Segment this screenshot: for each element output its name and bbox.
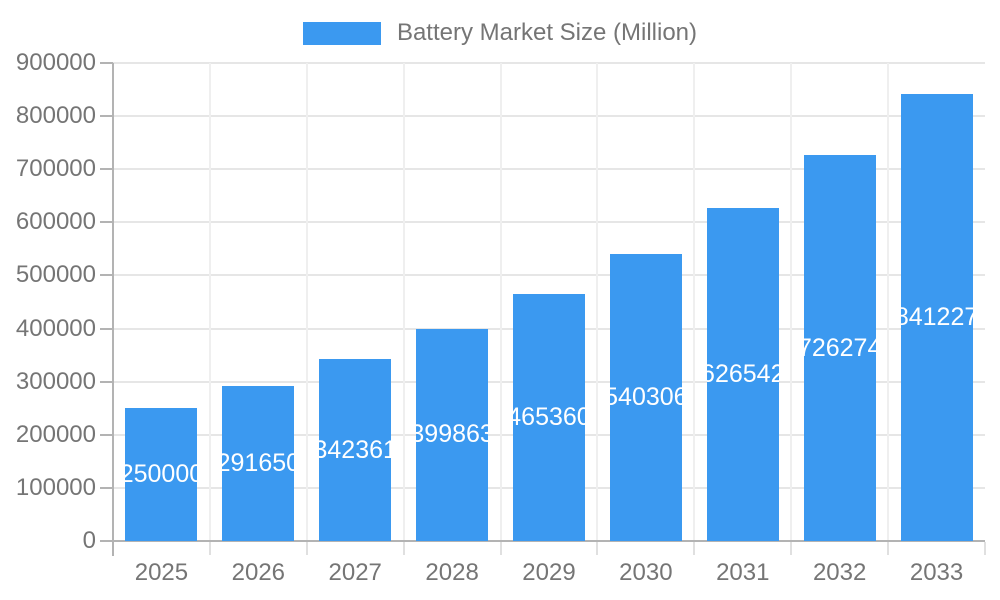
- bar-2026[interactable]: 291650: [222, 386, 295, 541]
- bar-2033[interactable]: 841227: [900, 94, 973, 541]
- y-axis-tick: [100, 168, 113, 171]
- x-axis-tick: [693, 542, 696, 555]
- y-axis-label: 400000: [15, 314, 96, 342]
- x-axis-tick: [402, 542, 405, 555]
- h-gridline: [113, 115, 985, 118]
- v-gridline: [499, 63, 502, 541]
- v-gridline: [208, 63, 211, 541]
- bar-2032[interactable]: 726274: [803, 155, 876, 541]
- y-axis-tick: [100, 540, 113, 542]
- h-gridline: [113, 62, 985, 64]
- bar-value-label: 465360: [513, 402, 585, 431]
- x-axis-tick: [790, 542, 793, 555]
- bar-value-label: 626542: [706, 360, 779, 389]
- y-axis-label: 700000: [15, 155, 96, 183]
- y-axis-tick: [100, 433, 113, 436]
- x-axis-label-2031: 2031: [716, 559, 770, 586]
- y-axis-label: 800000: [15, 102, 96, 130]
- y-axis-label: 0: [82, 527, 96, 554]
- v-gridline: [305, 63, 308, 541]
- x-axis-tick: [984, 542, 986, 555]
- bar-value-label: 291650: [222, 449, 295, 478]
- v-gridline: [402, 63, 405, 541]
- bar-value-label: 726274: [803, 333, 876, 362]
- bar-2027[interactable]: 342361: [319, 359, 392, 541]
- y-axis-line: [112, 63, 114, 556]
- bar-value-label: 342361: [319, 435, 392, 464]
- y-axis-tick: [100, 115, 113, 118]
- bar-2025[interactable]: 250000: [125, 408, 198, 541]
- bar-2031[interactable]: 626542: [706, 208, 779, 541]
- h-gridline: [113, 168, 985, 171]
- x-axis-tick: [887, 542, 890, 555]
- h-gridline: [113, 274, 985, 277]
- x-axis-label-2030: 2030: [619, 559, 673, 586]
- bar-2028[interactable]: 399863: [416, 328, 489, 541]
- y-axis-tick: [100, 486, 113, 489]
- y-axis-label: 100000: [15, 473, 96, 501]
- y-axis-label: 500000: [15, 261, 96, 289]
- y-axis-tick: [100, 62, 113, 64]
- x-axis-label-2028: 2028: [425, 559, 479, 586]
- y-axis-tick: [100, 327, 113, 330]
- v-gridline: [887, 63, 890, 541]
- x-axis-line: [113, 540, 985, 542]
- y-axis-tick: [100, 380, 113, 383]
- legend-label: Battery Market Size (Million): [396, 19, 698, 46]
- y-axis-tick: [100, 274, 113, 277]
- x-axis-tick: [499, 542, 502, 555]
- bar-value-label: 540306: [609, 383, 682, 411]
- x-axis-label-2025: 2025: [134, 559, 189, 586]
- h-gridline: [113, 221, 985, 224]
- x-axis-tick: [596, 542, 599, 555]
- bar-2030[interactable]: 540306: [609, 254, 682, 541]
- v-gridline: [596, 63, 599, 541]
- y-axis-label: 200000: [15, 420, 96, 448]
- chart-legend[interactable]: Battery Market Size (Million): [0, 19, 1000, 46]
- y-axis-label: 300000: [15, 367, 96, 395]
- bar-value-label: 399863: [416, 420, 489, 449]
- y-axis-label: 600000: [15, 208, 96, 236]
- x-axis-tick: [305, 542, 308, 555]
- bar-2029[interactable]: 465360: [513, 293, 585, 541]
- v-gridline: [790, 63, 793, 541]
- bar-value-label: 841227: [900, 303, 973, 332]
- x-axis-label-2027: 2027: [328, 559, 382, 586]
- y-axis-label: 900000: [15, 49, 96, 76]
- v-gridline: [693, 63, 696, 541]
- bar-value-label: 250000: [125, 460, 198, 489]
- x-axis-label-2033: 2033: [909, 559, 964, 586]
- x-axis-tick: [208, 542, 211, 555]
- y-axis-tick: [100, 221, 113, 224]
- x-axis-label-2029: 2029: [522, 559, 576, 586]
- legend-color-swatch: [302, 21, 381, 45]
- x-axis-label-2026: 2026: [231, 559, 286, 586]
- x-axis-label-2032: 2032: [812, 559, 867, 586]
